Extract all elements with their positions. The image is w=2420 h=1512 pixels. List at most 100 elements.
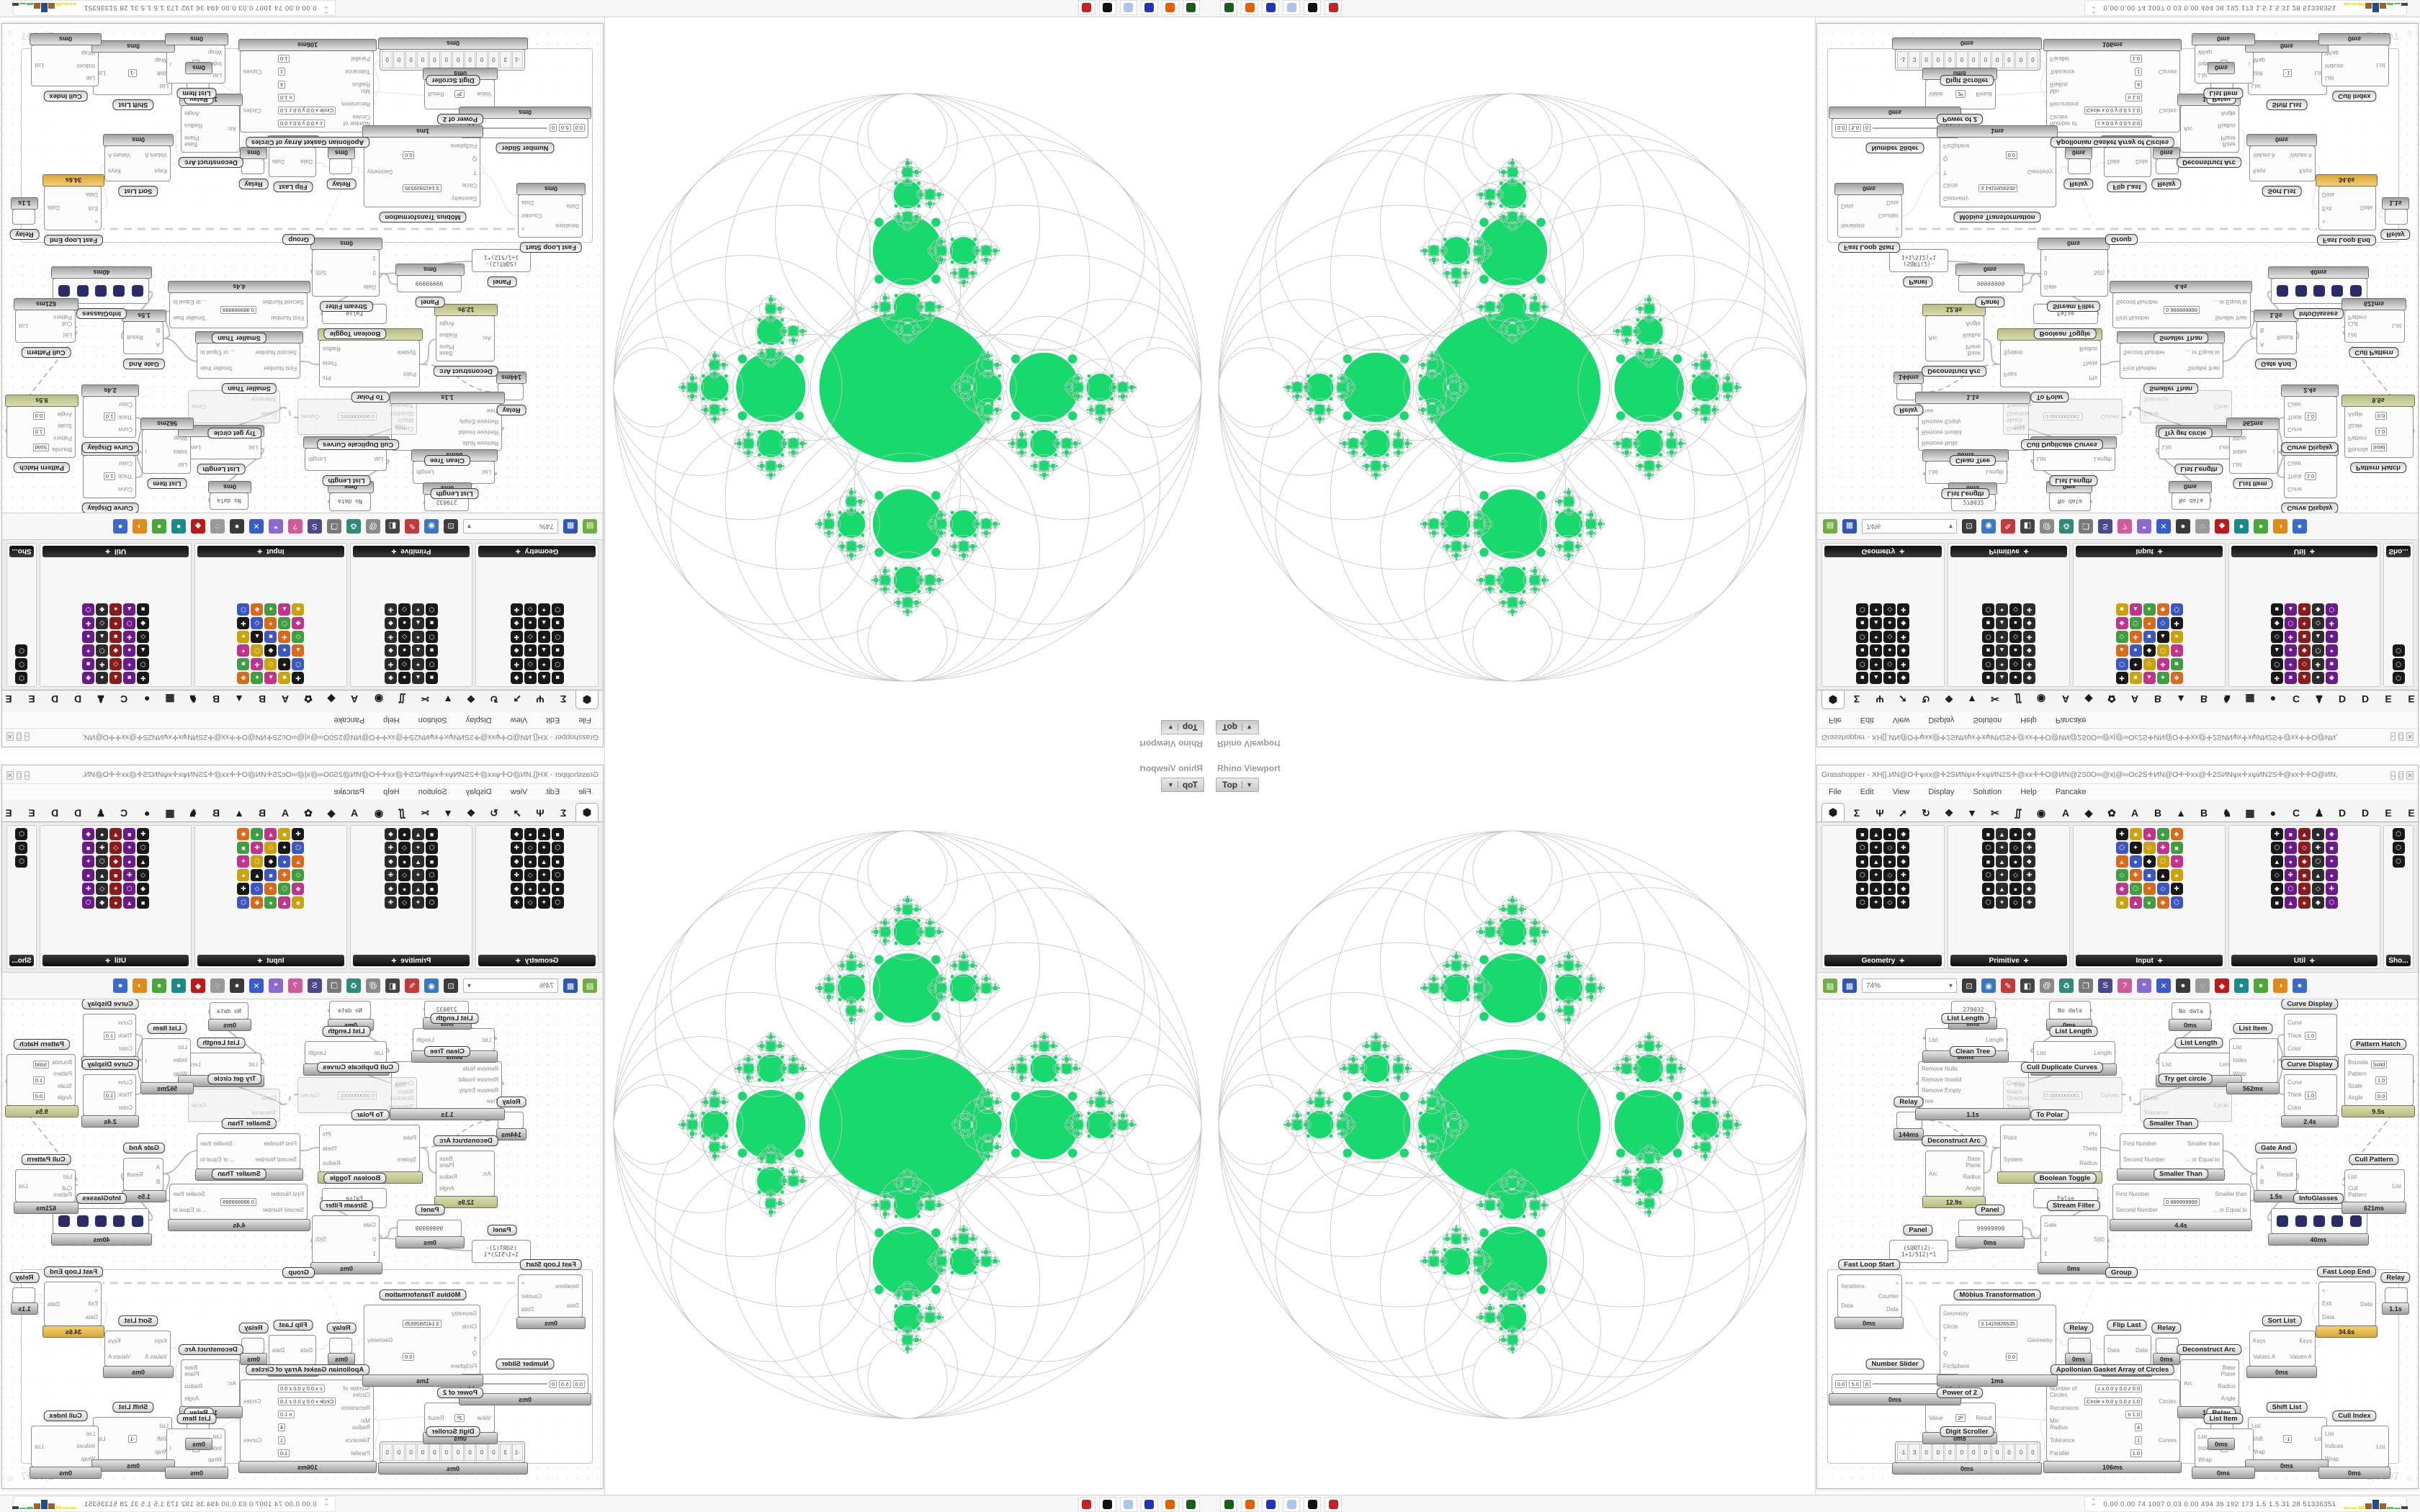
component-icon[interactable]: ⬡ <box>2170 603 2183 616</box>
component-icon[interactable]: ◇ <box>524 896 537 909</box>
gh-node-rl3[interactable]: Relay 0ms <box>238 147 269 189</box>
floppy64-icon[interactable] <box>1262 0 1279 16</box>
component-icon[interactable]: ◆ <box>2270 617 2283 629</box>
plugin-tab-icon-14[interactable]: E <box>28 807 35 819</box>
plugin-tab-icon-14[interactable]: E <box>28 693 35 705</box>
component-icon[interactable]: ⬡ <box>1982 603 1994 616</box>
component-icon[interactable]: ✦ <box>278 842 291 854</box>
close-button[interactable]: ✕ <box>2406 770 2414 780</box>
plugin-tab-icon-11[interactable]: ♟ <box>2314 806 2324 819</box>
component-icon[interactable]: ⬡ <box>137 842 150 854</box>
component-icon[interactable]: ● <box>96 828 109 840</box>
component-icon[interactable]: ● <box>2298 603 2311 616</box>
component-icon[interactable]: ● <box>2009 883 2022 895</box>
panel-group-label[interactable]: Util ✚ <box>2231 955 2378 966</box>
component-icon[interactable]: ■ <box>2284 828 2297 840</box>
gh-node-rl3[interactable]: Relay 0ms <box>238 1323 269 1365</box>
component-icon[interactable]: ▲ <box>412 644 424 657</box>
panel-group-label[interactable]: Input ✚ <box>197 955 344 966</box>
component-icon[interactable]: ◇ <box>398 658 411 670</box>
gh-node-ga[interactable]: A B Result Gate And 1.5s <box>2254 310 2298 369</box>
component-icon[interactable]: ■ <box>82 842 95 854</box>
component-icon[interactable]: ● <box>2156 828 2169 840</box>
component-icon[interactable]: ▲ <box>123 896 136 909</box>
show-more-label[interactable]: Sho... <box>2386 546 2411 557</box>
component-icon[interactable]: ⬡ <box>237 603 250 616</box>
component-icon[interactable]: ■ <box>2170 658 2183 670</box>
tab-icon-0[interactable]: ⬢ <box>575 690 599 709</box>
component-icon[interactable]: ▲ <box>292 855 305 868</box>
component-icon[interactable]: ✦ <box>412 631 424 643</box>
plugin-tab-icon-15[interactable]: E <box>5 807 12 819</box>
tab-icon-1[interactable]: Σ <box>560 807 567 819</box>
component-icon[interactable]: ✚ <box>2129 869 2142 881</box>
tab-icon-0[interactable]: ⬢ <box>575 803 599 822</box>
open-file-icon[interactable]: ▤ <box>1823 978 1837 993</box>
component-icon[interactable]: ✚ <box>385 658 397 670</box>
component-icon[interactable]: ● <box>2325 869 2338 881</box>
component-icon[interactable]: ⬡ <box>426 631 438 643</box>
component-icon[interactable]: ● <box>524 617 537 629</box>
component-icon[interactable]: ⬡ <box>82 603 95 616</box>
component-icon[interactable]: ✚ <box>278 869 291 881</box>
component-icon[interactable]: ▲ <box>2115 644 2128 657</box>
component-icon[interactable]: ▲ <box>412 883 424 895</box>
plugin-tab-icon-10[interactable]: C <box>120 807 128 819</box>
sketch-pen-icon[interactable]: ✎ <box>2001 978 2015 993</box>
component-icon[interactable]: ✚ <box>292 828 305 840</box>
chevron-up-icon[interactable]: ⌃ ⌃ <box>2091 2 2097 14</box>
menu-pancake[interactable]: Pancake <box>2055 716 2087 724</box>
component-icon[interactable]: ● <box>1883 883 1896 895</box>
component-icon[interactable]: ▲ <box>1996 855 2008 868</box>
at-page-icon[interactable]: @ <box>366 978 380 993</box>
component-icon[interactable]: ⬡ <box>15 672 28 684</box>
component-icon[interactable]: ◆ <box>385 617 397 629</box>
component-icon[interactable]: ■ <box>1982 855 1994 868</box>
red-gem-icon[interactable]: ◆ <box>2215 519 2229 534</box>
gh-node-sm2[interactable]: First Number Second Number 0.999999999 Smal… <box>168 1169 310 1231</box>
component-icon[interactable]: ✦ <box>412 842 424 854</box>
component-icon[interactable]: ■ <box>264 631 277 643</box>
viewport-tab-top[interactable]: Top ▼ <box>1160 720 1204 734</box>
zoom-extents-icon[interactable]: ⊡ <box>444 519 458 534</box>
component-icon[interactable]: ⬡ <box>2325 896 2338 909</box>
panel-group-label[interactable]: Util ✚ <box>42 955 189 966</box>
component-icon[interactable]: ◆ <box>137 883 150 895</box>
console-icon[interactable] <box>1183 0 1200 16</box>
plugin-tab-icon-3[interactable]: A <box>281 807 290 819</box>
component-icon[interactable]: ▲ <box>1870 617 1883 629</box>
component-icon[interactable]: ■ <box>292 603 305 616</box>
panel-group-label[interactable]: Geometry ✚ <box>478 955 596 966</box>
tab-icon-2[interactable]: Ψ <box>1876 693 1884 705</box>
component-icon[interactable]: ✦ <box>123 842 136 854</box>
component-icon[interactable]: ⬡ <box>2156 855 2169 868</box>
component-icon[interactable]: ⬡ <box>2284 617 2297 629</box>
component-icon[interactable]: ◇ <box>1883 603 1896 616</box>
console-icon[interactable] <box>1183 1496 1200 1512</box>
plugin-tab-icon-8[interactable]: ▦ <box>165 806 175 819</box>
component-icon[interactable]: ◇ <box>2156 617 2169 629</box>
component-icon[interactable]: ● <box>251 828 264 840</box>
at-page-icon[interactable]: @ <box>2040 519 2054 534</box>
plugin-tab-icon-2[interactable]: ✿ <box>304 693 313 706</box>
component-icon[interactable]: ✚ <box>1897 603 1910 616</box>
component-icon[interactable]: ✚ <box>137 828 150 840</box>
zoom-select[interactable]: 74% ▾ <box>1862 978 1957 993</box>
gh-node-tgc[interactable]: Curve Tolerance Circle Try get circle <box>188 1074 280 1122</box>
component-icon[interactable]: ◆ <box>510 883 523 895</box>
gh-node-rl3[interactable]: Relay 0ms <box>2151 147 2182 189</box>
menu-help[interactable]: Help <box>2020 788 2037 796</box>
menu-file[interactable]: File <box>578 716 591 724</box>
gh-node-tgc[interactable]: Curve Tolerance Circle Try get circle <box>2140 1074 2232 1122</box>
open-file-icon[interactable]: ▤ <box>583 519 597 534</box>
tab-icon-6[interactable]: ▼ <box>443 807 453 819</box>
component-icon[interactable]: ✚ <box>510 603 523 616</box>
gh-node-cp[interactable]: List Cull Pattern List Cull Pattern 621ms <box>14 298 79 358</box>
component-icon[interactable]: ■ <box>137 896 150 909</box>
component-icon[interactable]: ■ <box>82 658 95 670</box>
